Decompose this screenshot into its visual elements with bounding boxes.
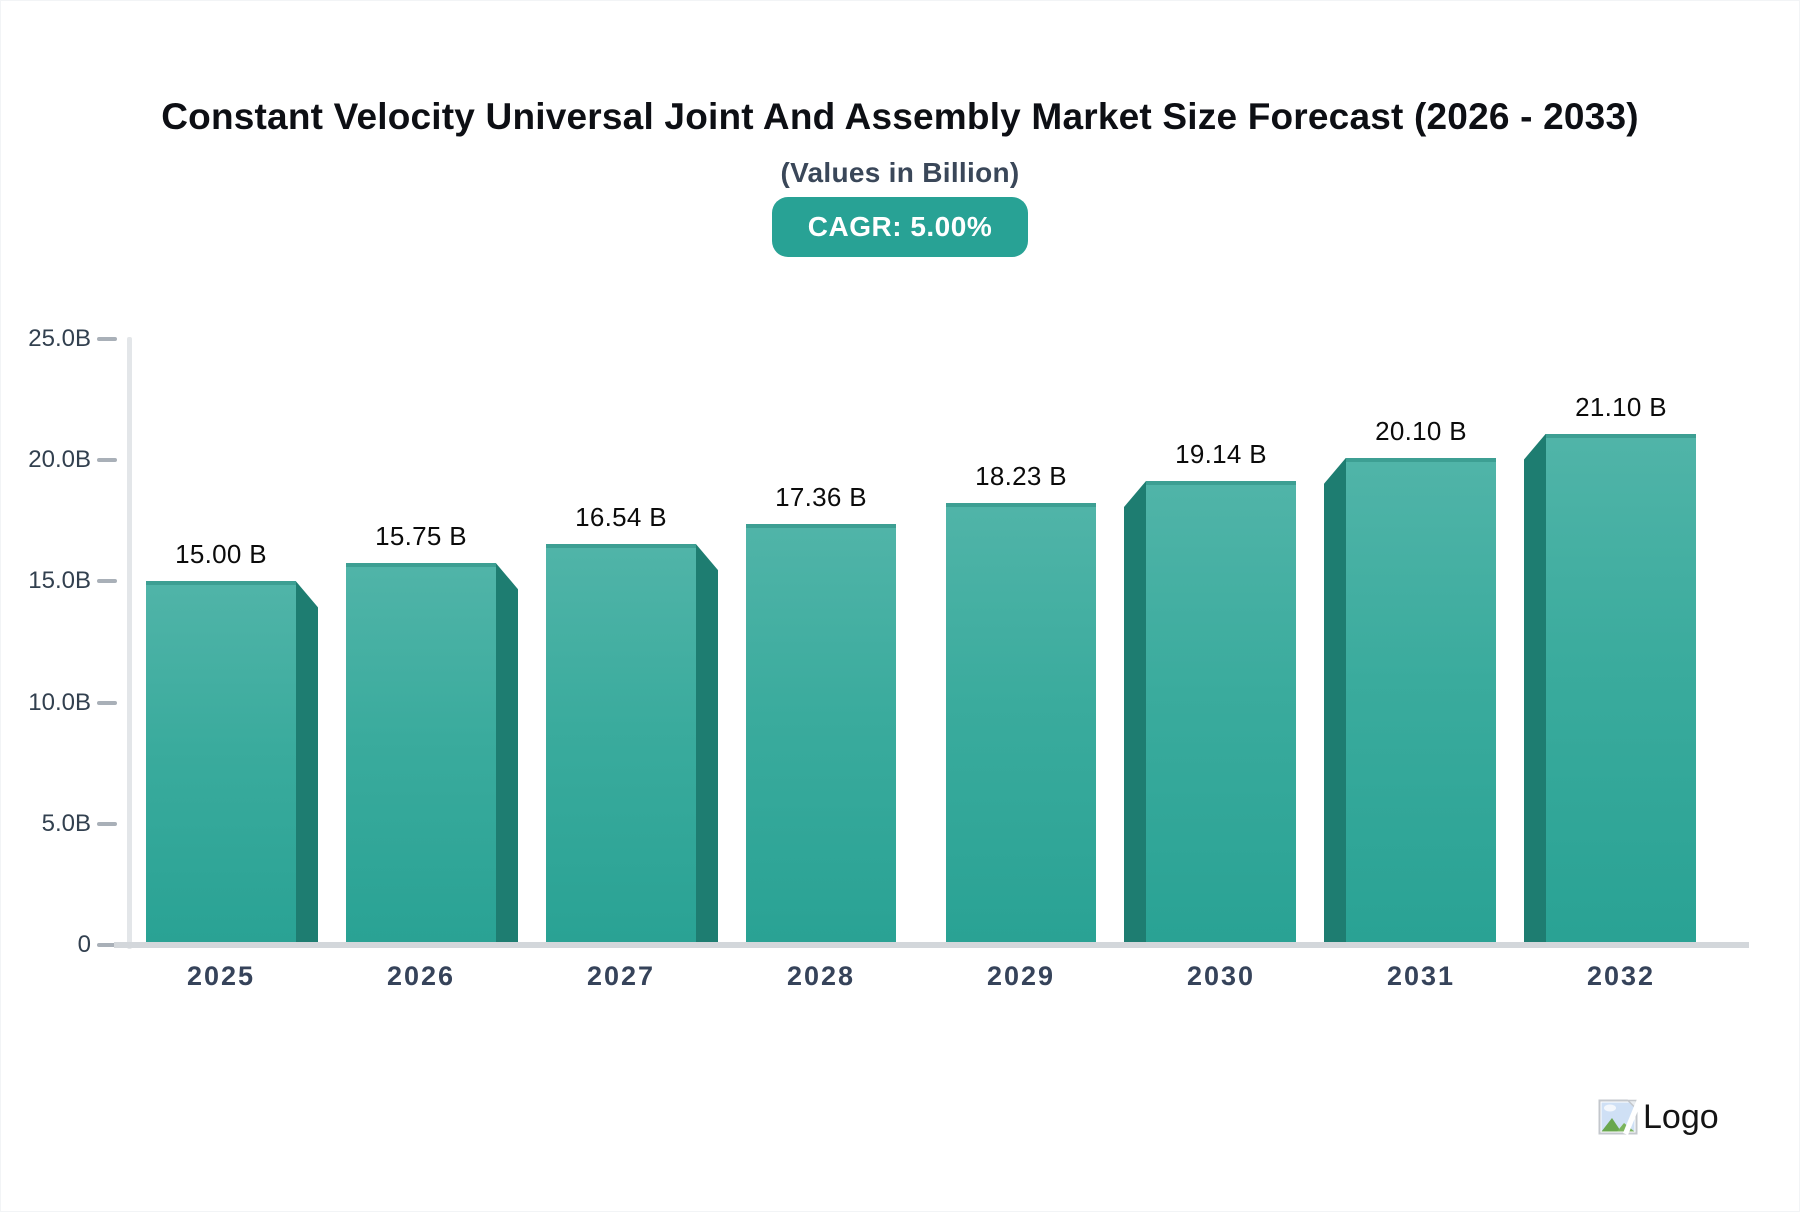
- bar-value-label: 21.10 B: [1575, 391, 1667, 422]
- bar-value-label: 15.00 B: [175, 539, 267, 570]
- bar-value-label: 15.75 B: [375, 521, 467, 552]
- y-tick-label: 15.0B: [28, 567, 91, 595]
- y-tick-label: 0: [77, 931, 91, 958]
- y-axis-line: [127, 337, 132, 949]
- cagr-badge: CAGR: 5.00%: [771, 197, 1029, 258]
- bar-3d-side: [296, 581, 318, 948]
- x-axis-line: [114, 942, 1749, 948]
- bar-2032[interactable]: [1546, 433, 1696, 948]
- y-tick-mark: [97, 337, 117, 341]
- bar-2028[interactable]: [746, 524, 896, 948]
- chart-header: Constant Velocity Universal Joint And As…: [1, 93, 1799, 258]
- y-tick-label: 5.0B: [41, 809, 91, 837]
- y-tick-mark: [97, 579, 117, 584]
- x-axis-label-2032: 2032: [1586, 961, 1656, 991]
- y-tick-label: 20.0B: [28, 446, 91, 474]
- bar-3d-side: [1324, 457, 1346, 948]
- y-tick-mark: [97, 943, 117, 947]
- bar-value-label: 18.23 B: [975, 461, 1067, 492]
- x-axis-label-2026: 2026: [386, 961, 456, 991]
- page-title: Constant Velocity Universal Joint And As…: [161, 96, 1639, 137]
- bar-2027[interactable]: [546, 544, 696, 948]
- bar-2025[interactable]: [146, 581, 296, 948]
- bar-value-label: 19.14 B: [1175, 439, 1267, 470]
- bar-2029[interactable]: [946, 503, 1096, 948]
- x-axis-label-2028: 2028: [786, 961, 856, 991]
- x-axis-label-2025: 2025: [186, 961, 256, 991]
- y-tick-mark: [97, 700, 117, 705]
- bar-3d-side: [696, 544, 718, 948]
- x-axis-label-2030: 2030: [1186, 961, 1256, 991]
- bar-3d-side: [496, 563, 518, 948]
- logo-text: Logo: [1643, 1097, 1719, 1136]
- bar-2026[interactable]: [346, 563, 496, 948]
- y-tick-mark: [97, 458, 117, 463]
- bar-3d-side: [1524, 433, 1546, 948]
- x-axis-label-2027: 2027: [586, 961, 656, 991]
- x-axis-label-2029: 2029: [986, 961, 1056, 991]
- x-axis-label-2031: 2031: [1386, 961, 1456, 991]
- chart-subtitle: (Values in Billion): [780, 157, 1020, 189]
- bar-2031[interactable]: [1346, 457, 1496, 948]
- bar-3d-side: [1124, 481, 1146, 948]
- y-tick-label: 10.0B: [28, 688, 91, 716]
- bar-value-label: 16.54 B: [575, 502, 667, 533]
- bar-value-label: 17.36 B: [775, 482, 867, 513]
- logo: Logo: [1597, 1097, 1719, 1137]
- y-tick-label: 25.0B: [28, 325, 91, 352]
- bar-2030[interactable]: [1146, 481, 1296, 948]
- bar-value-label: 20.10 B: [1375, 415, 1467, 446]
- y-tick-mark: [97, 821, 117, 826]
- broken-image-icon: [1598, 1099, 1641, 1135]
